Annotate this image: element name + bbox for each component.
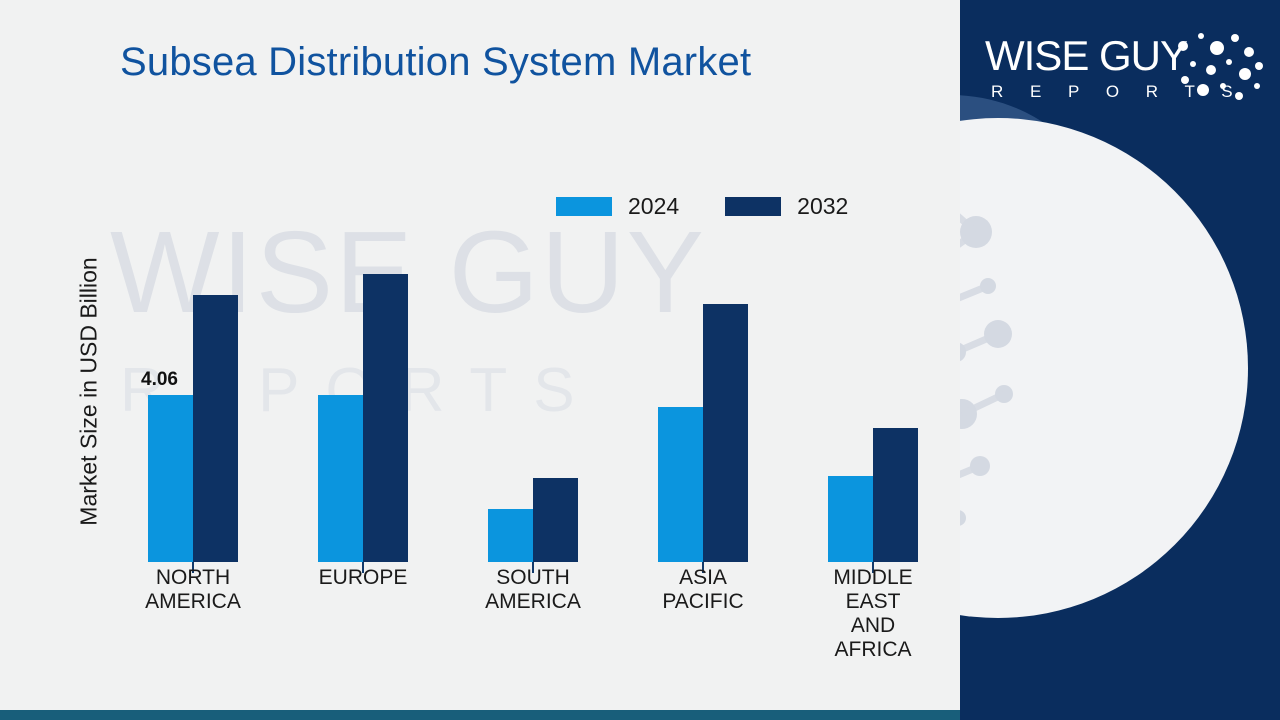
- brand-panel: [960, 0, 1280, 720]
- axis-tick: [192, 562, 194, 573]
- x-axis-label-europe: EUROPE: [318, 566, 408, 589]
- footer-strip: [0, 710, 960, 720]
- bar-2024-asia-pacific[interactable]: [658, 407, 703, 562]
- bar-chart: Market Size in USD Billion 2024 2032 NOR…: [76, 193, 918, 661]
- legend-item-2024[interactable]: 2024: [556, 193, 679, 220]
- bar-2024-south-america[interactable]: [488, 509, 533, 562]
- page-title: Subsea Distribution System Market: [120, 40, 752, 84]
- bar-2024-middle-east-and-africa[interactable]: [828, 476, 873, 562]
- x-axis-label-middle-east-and-africa: MIDDLE EAST AND AFRICA: [833, 566, 913, 661]
- axis-tick: [872, 562, 874, 573]
- axis-tick: [362, 562, 364, 573]
- brand-logo: WISE GUY R E P O R T S: [985, 32, 1265, 122]
- logo-dot-pattern: [1178, 33, 1263, 100]
- bar-2024-europe[interactable]: [318, 395, 363, 562]
- chart-legend: 2024 2032: [556, 193, 848, 220]
- plot-area: NORTH AMERICA EUROPE SOUTH AMERICA ASIA PACIFI…: [141, 274, 918, 661]
- data-label-4.06: 4.06: [141, 369, 178, 390]
- bar-2032-north-america[interactable]: [193, 295, 238, 562]
- legend-item-2032[interactable]: 2032: [725, 193, 848, 220]
- x-axis-label-south-america: SOUTH AMERICA: [485, 566, 581, 613]
- bar-2032-south-america[interactable]: [533, 478, 578, 562]
- bar-2032-middle-east-and-africa[interactable]: [873, 428, 918, 562]
- legend-label-2032: 2032: [797, 193, 849, 219]
- logo-subtitle: R E P O R T S: [991, 82, 1244, 101]
- legend-swatch-2024: [556, 197, 612, 216]
- bar-2032-asia-pacific[interactable]: [703, 304, 748, 562]
- logo-wordmark: WISE GUY: [985, 32, 1188, 79]
- legend-swatch-2032: [725, 197, 782, 216]
- bar-2024-north-america[interactable]: [148, 395, 193, 562]
- axis-tick: [702, 562, 704, 573]
- x-axis-label-north-america: NORTH AMERICA: [145, 566, 241, 613]
- decorative-circle: [960, 118, 1248, 618]
- axis-tick: [532, 562, 534, 573]
- dot-cluster-pattern: [960, 213, 1013, 526]
- bar-2032-europe[interactable]: [363, 274, 408, 562]
- legend-label-2024: 2024: [628, 193, 680, 219]
- x-axis-label-asia-pacific: ASIA PACIFIC: [662, 566, 744, 613]
